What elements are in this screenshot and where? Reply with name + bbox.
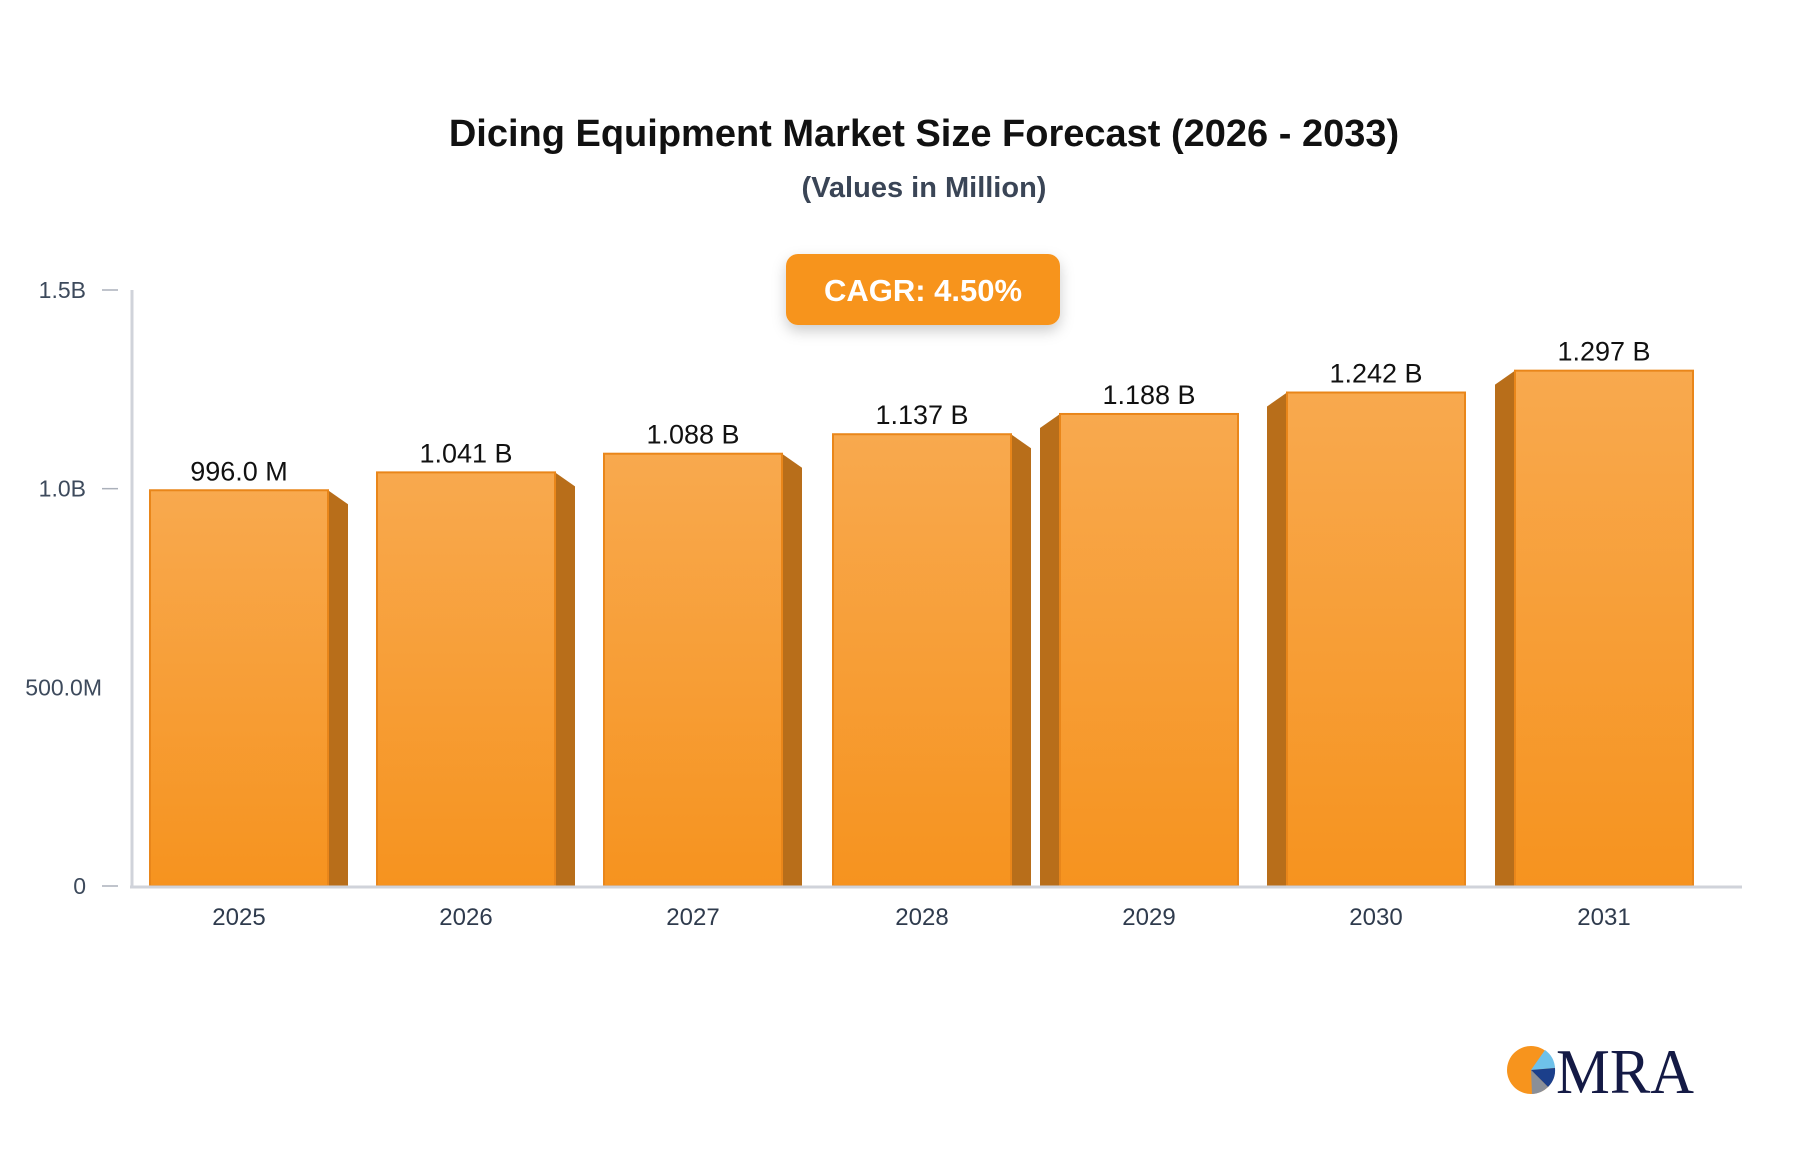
bar-2029: 1.188 B — [1040, 380, 1239, 887]
y-tick-label: 0 — [73, 873, 86, 899]
bar-2027: 1.088 B — [603, 420, 802, 887]
x-tick-label: 2025 — [212, 904, 265, 931]
x-tick-label: 2031 — [1577, 904, 1630, 931]
x-tick-label: 2026 — [439, 904, 492, 931]
bar-front — [603, 452, 783, 887]
cagr-label: CAGR: 4.50% — [824, 273, 1022, 308]
x-tick-label: 2027 — [666, 904, 719, 931]
x-tick-label: 2028 — [895, 904, 948, 931]
value-label: 1.041 B — [419, 438, 512, 468]
bars: 996.0 M 1.041 B 1.088 B 1.137 B 1.188 B 1.242… — [149, 337, 1694, 887]
mra-logo: MRA — [1507, 1036, 1694, 1107]
bar-2026: 1.041 B — [376, 438, 575, 887]
bar-side — [782, 453, 802, 886]
y-tick-label: 500.0M — [25, 674, 102, 700]
bar-front — [1059, 412, 1239, 887]
bar-side — [1495, 370, 1515, 886]
bar-side — [1267, 392, 1287, 886]
value-label: 1.137 B — [875, 400, 968, 430]
value-label: 996.0 M — [190, 456, 288, 486]
bar-front — [1514, 369, 1694, 887]
chart-subtitle: (Values in Million) — [802, 172, 1047, 204]
x-tick-label: 2029 — [1122, 904, 1175, 931]
bar-2030: 1.242 B — [1267, 359, 1466, 887]
bar-side — [328, 490, 348, 886]
chart-title: Dicing Equipment Market Size Forecast (2… — [449, 113, 1399, 155]
bar-front — [1286, 391, 1466, 887]
bar-front — [832, 433, 1012, 887]
bar-front — [149, 489, 329, 887]
value-label: 1.242 B — [1329, 359, 1422, 389]
value-label: 1.188 B — [1102, 380, 1195, 410]
pie-logo-icon — [1507, 1046, 1556, 1094]
cagr-badge: CAGR: 4.50% — [786, 254, 1060, 325]
bar-2031: 1.297 B — [1495, 337, 1694, 887]
value-label: 1.088 B — [646, 420, 739, 450]
bar-side — [1011, 434, 1031, 886]
logo-text: MRA — [1556, 1036, 1694, 1107]
y-tick-label: 1.0B — [39, 476, 86, 502]
y-tick-label: 1.5B — [39, 277, 86, 303]
bar-2028: 1.137 B — [832, 400, 1031, 887]
bar-side — [555, 472, 575, 886]
x-tick-label: 2030 — [1349, 904, 1402, 931]
bar-2025: 996.0 M — [149, 456, 348, 887]
bar-front — [376, 471, 556, 887]
y-axis: 0 500.0M 1.0B 1.5B — [25, 277, 134, 899]
value-label: 1.297 B — [1557, 337, 1650, 367]
bar-side — [1040, 413, 1060, 886]
x-axis: 2025 2026 2027 2028 2029 2030 2031 — [130, 885, 1742, 931]
